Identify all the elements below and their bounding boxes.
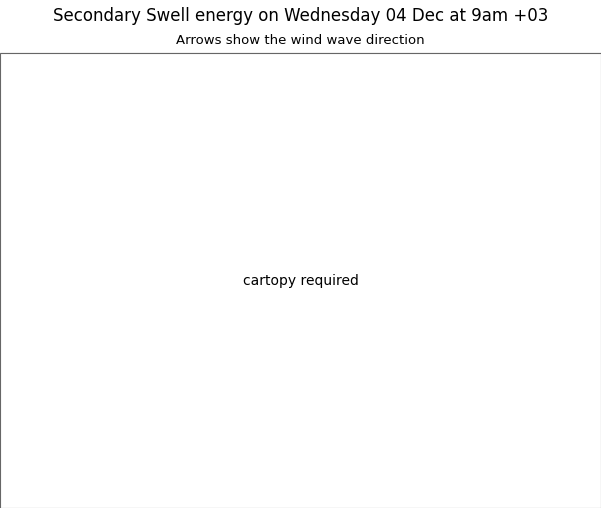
- Text: cartopy required: cartopy required: [243, 274, 358, 288]
- Text: Secondary Swell energy on Wednesday 04 Dec at 9am +03: Secondary Swell energy on Wednesday 04 D…: [53, 7, 548, 25]
- Text: Arrows show the wind wave direction: Arrows show the wind wave direction: [176, 34, 425, 47]
